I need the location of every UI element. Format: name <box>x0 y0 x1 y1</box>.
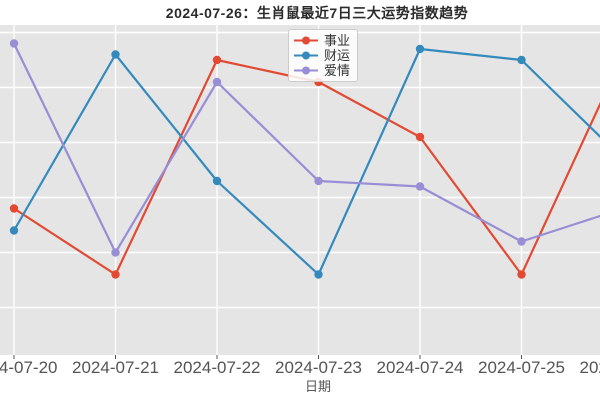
data-point-career <box>517 270 526 279</box>
data-point-wealth <box>415 44 425 54</box>
legend-marker-love-icon <box>294 66 318 75</box>
x-axis-title: 日期 <box>304 379 331 394</box>
x-tick-label: 2024-07-25 <box>478 358 565 377</box>
data-point-love <box>9 39 19 48</box>
x-tick-label: 2024-07-23 <box>275 358 362 377</box>
data-point-career <box>212 55 222 65</box>
data-point-wealth <box>517 55 526 65</box>
x-tick-label: 2024-07-26 <box>580 358 600 377</box>
data-point-love <box>212 77 222 87</box>
data-point-career <box>9 204 19 213</box>
legend-label: 事业 <box>324 33 351 48</box>
legend-item-career: 事业 <box>293 33 350 48</box>
data-point-career <box>111 270 120 279</box>
legend-label: 财运 <box>324 48 351 63</box>
x-tick-label: 2024-07-24 <box>377 358 464 377</box>
data-point-love <box>111 248 120 257</box>
data-point-wealth <box>111 50 120 59</box>
chart-legend: 事业 财运 爱情 <box>288 29 359 82</box>
data-point-career <box>415 132 425 142</box>
data-point-love <box>314 176 323 186</box>
legend-item-wealth: 财运 <box>293 48 350 63</box>
data-point-wealth <box>9 226 19 235</box>
x-tick-label: 2024-07-22 <box>174 358 261 377</box>
legend-label: 爱情 <box>324 63 351 78</box>
chart-title: 2024-07-26：生肖鼠最近7日三大运势指数趋势 <box>165 5 469 21</box>
x-tick-label: 2024-07-21 <box>72 358 159 377</box>
data-point-wealth <box>314 270 323 279</box>
data-point-love <box>415 182 425 191</box>
x-tick-label: 2024-07-20 <box>0 358 57 377</box>
legend-marker-wealth-icon <box>294 51 318 60</box>
data-point-wealth <box>212 176 222 186</box>
data-point-love <box>517 237 526 246</box>
legend-marker-career-icon <box>294 36 318 45</box>
legend-item-love: 爱情 <box>293 63 350 78</box>
